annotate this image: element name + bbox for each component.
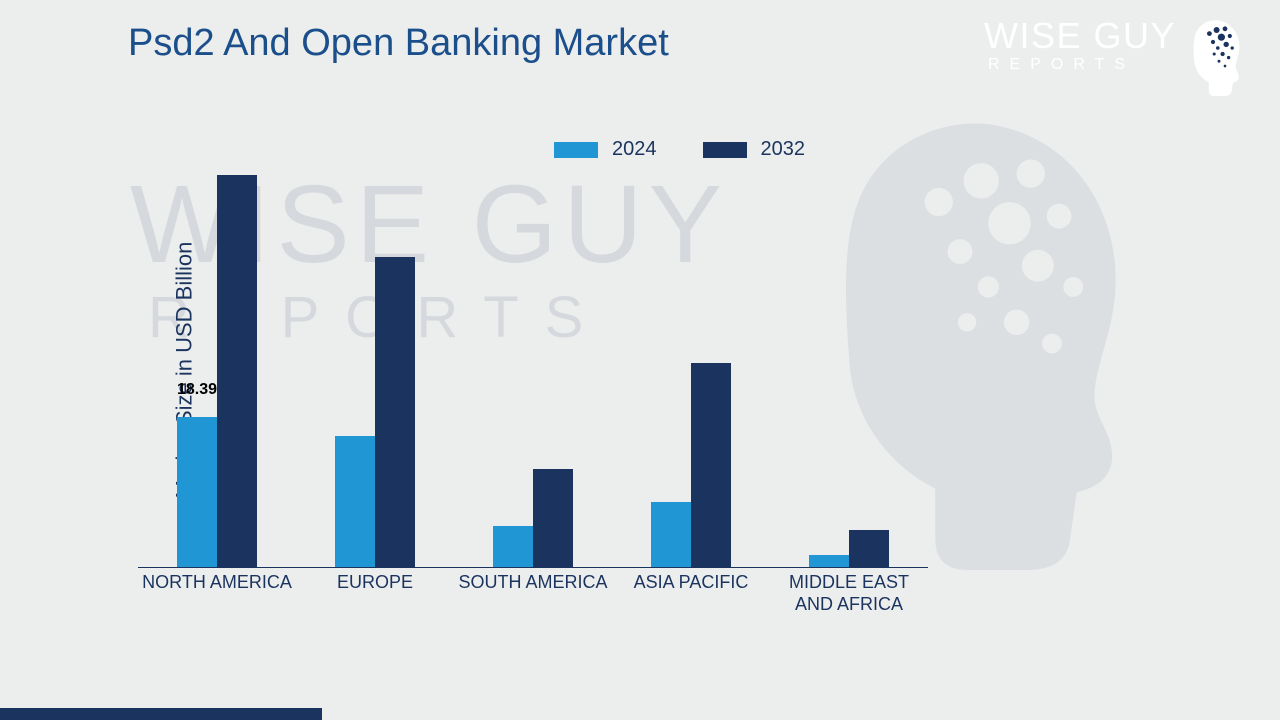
logo-head-icon (1180, 18, 1246, 96)
logo-line1: WISE GUY (984, 18, 1176, 54)
x-tick-label: MIDDLE EAST AND AFRICA (770, 572, 928, 615)
bar-group (770, 160, 928, 567)
bar-2032 (533, 469, 573, 567)
legend-swatch-2024 (554, 142, 598, 158)
bottom-accent-bar (0, 708, 322, 720)
bar-group (296, 160, 454, 567)
legend-label-2032: 2032 (761, 138, 806, 161)
legend-item-2024: 2024 (554, 138, 657, 161)
x-tick-label: SOUTH AMERICA (454, 572, 612, 615)
bar-value-label: 18.39 (177, 381, 217, 399)
bar-group (612, 160, 770, 567)
x-tick-label: NORTH AMERICA (138, 572, 296, 615)
bar-chart: 18.39 NORTH AMERICAEUROPESOUTH AMERICAAS… (108, 160, 948, 710)
chart-title: Psd2 And Open Banking Market (128, 22, 669, 65)
legend-swatch-2032 (703, 142, 747, 158)
x-axis-labels: NORTH AMERICAEUROPESOUTH AMERICAASIA PAC… (138, 572, 928, 615)
bar-2024 (177, 417, 217, 567)
legend-item-2032: 2032 (703, 138, 806, 161)
bar-2032 (375, 257, 415, 567)
bar-2032 (691, 363, 731, 567)
bar-group (454, 160, 612, 567)
bar-2024 (809, 555, 849, 567)
x-tick-label: ASIA PACIFIC (612, 572, 770, 615)
bar-2024 (493, 526, 533, 567)
x-tick-label: EUROPE (296, 572, 454, 615)
bar-2024 (335, 436, 375, 567)
legend-label-2024: 2024 (612, 138, 657, 161)
legend: 2024 2032 (554, 138, 805, 161)
bar-2024 (651, 502, 691, 567)
plot-area: 18.39 (138, 160, 928, 568)
bar-2032 (849, 530, 889, 567)
bar-group: 18.39 (138, 160, 296, 567)
bar-2032 (217, 175, 257, 567)
logo-line2: REPORTS (988, 56, 1176, 74)
brand-logo: WISE GUY REPORTS (984, 18, 1258, 102)
chart-card: WISE GUY REPORTS WISE GUY REPORTS Psd2 A… (0, 0, 1280, 720)
